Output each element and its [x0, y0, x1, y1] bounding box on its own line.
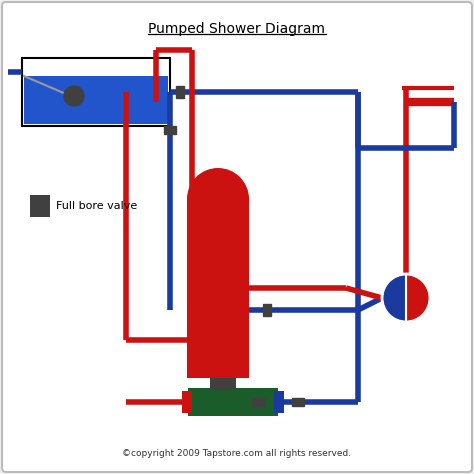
Bar: [263, 304, 271, 316]
Bar: [188, 388, 278, 416]
Bar: [164, 126, 176, 134]
Text: Full bore valve: Full bore valve: [56, 201, 137, 211]
Bar: [30, 195, 50, 217]
Bar: [176, 86, 184, 98]
Circle shape: [64, 86, 84, 106]
Text: Pumped Shower Diagram: Pumped Shower Diagram: [148, 22, 326, 36]
Wedge shape: [187, 168, 249, 199]
Wedge shape: [382, 274, 406, 322]
Bar: [187, 199, 249, 378]
Text: ©copyright 2009 Tapstore.com all rights reserved.: ©copyright 2009 Tapstore.com all rights …: [122, 449, 352, 458]
Bar: [182, 391, 192, 413]
Bar: [24, 76, 168, 124]
Wedge shape: [406, 274, 430, 322]
Bar: [22, 58, 170, 126]
Bar: [292, 398, 304, 406]
Bar: [252, 398, 264, 406]
Bar: [210, 378, 236, 390]
Bar: [274, 391, 284, 413]
